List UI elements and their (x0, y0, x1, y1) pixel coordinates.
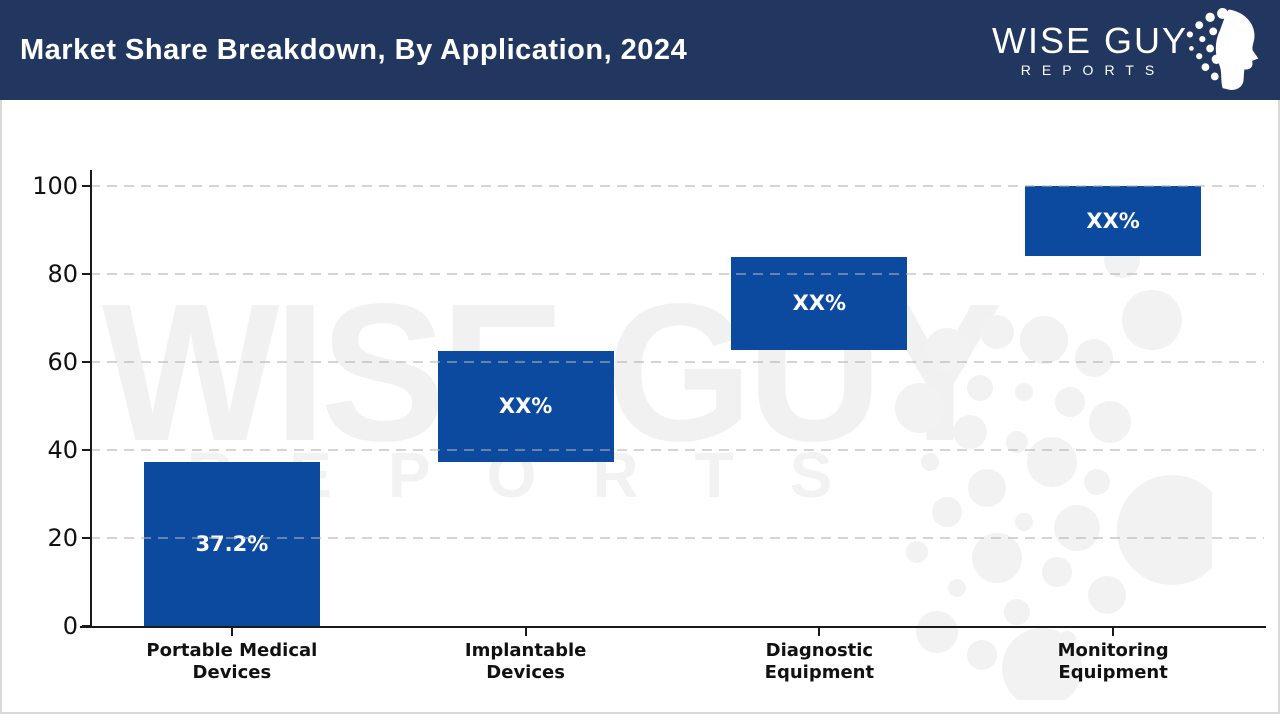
gridline (90, 361, 1264, 363)
x-tick-label-line: Portable Medical (146, 640, 318, 661)
x-tick-label: Portable Medical Devices (112, 640, 352, 684)
page-title: Market Share Breakdown, By Application, … (20, 33, 688, 66)
y-tick-mark (82, 625, 90, 627)
x-tick-label-line: Equipment (764, 662, 875, 683)
x-axis-line (80, 626, 1266, 628)
bar-label: XX% (792, 291, 847, 316)
y-tick-label: 80 (47, 260, 78, 288)
x-tick-label-line: Diagnostic (765, 640, 874, 661)
gridline (90, 537, 1264, 539)
brand-tagline: REPORTS (1020, 62, 1166, 78)
x-tick-label: Implantable Devices (406, 640, 646, 684)
y-axis-line (90, 170, 92, 628)
x-tick-label-line: Implantable (464, 640, 587, 661)
gridline (90, 273, 1264, 275)
x-tick-label: Diagnostic Equipment (699, 640, 939, 684)
x-tick-mark (230, 628, 233, 636)
plot-area: 0 20 40 60 80 100 37.2% Portable Medical Devices… (2, 100, 1278, 712)
x-tick-mark (1112, 628, 1115, 636)
x-tick-label: Monitoring Equipment (993, 640, 1233, 684)
x-tick-label-line: Devices (192, 662, 272, 683)
bar: XX% (1025, 186, 1202, 257)
y-tick-mark (82, 449, 90, 451)
y-tick-label: 40 (47, 436, 78, 464)
x-tick-label-line: Equipment (1058, 662, 1168, 683)
bar: XX% (437, 350, 614, 463)
brand-logo: WISE GUY REPORTS (992, 8, 1260, 92)
y-tick-mark (82, 361, 90, 363)
x-tick-mark (524, 628, 527, 636)
bar: 37.2% (143, 462, 320, 626)
y-tick-mark (82, 185, 90, 187)
y-tick-label: 20 (47, 524, 78, 552)
brand-logo-text: WISE GUY REPORTS (991, 20, 1188, 78)
face-profile-icon (1186, 8, 1259, 90)
header-bar: Market Share Breakdown, By Application, … (0, 0, 1280, 100)
y-tick-mark (82, 537, 90, 539)
bar-label: XX% (1086, 209, 1140, 234)
brand-name: WISE GUY (991, 20, 1188, 61)
bar-label: 37.2% (195, 532, 269, 557)
x-tick-label-line: Monitoring (1057, 640, 1169, 661)
gridline (90, 185, 1264, 187)
x-tick-label-line: Devices (486, 662, 565, 683)
x-tick-mark (818, 628, 821, 636)
chart-card: WISE GUY REPORTS 0 20 40 60 80 100 37.2% Portab… (0, 100, 1280, 714)
y-tick-label: 60 (47, 348, 78, 376)
y-tick-label: 0 (62, 612, 78, 640)
y-tick-mark (82, 273, 90, 275)
gridline (90, 449, 1264, 451)
y-tick-label: 100 (32, 172, 78, 200)
bar: XX% (731, 256, 908, 351)
bar-label: XX% (498, 394, 553, 419)
